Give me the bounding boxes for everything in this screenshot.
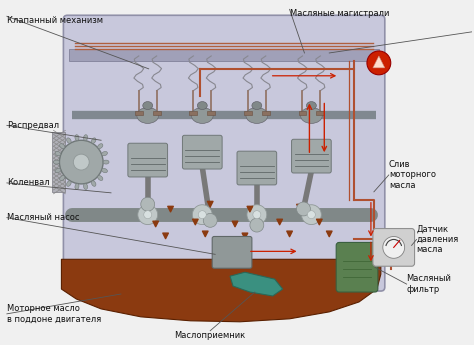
Circle shape <box>250 218 264 232</box>
Circle shape <box>367 51 391 75</box>
FancyArrowPatch shape <box>287 231 292 237</box>
Ellipse shape <box>102 168 108 173</box>
FancyBboxPatch shape <box>64 15 385 291</box>
Ellipse shape <box>143 101 153 109</box>
Circle shape <box>297 202 310 216</box>
Circle shape <box>73 154 89 170</box>
Ellipse shape <box>66 181 71 186</box>
Text: Клапанный механизм: Клапанный механизм <box>7 16 103 25</box>
Circle shape <box>198 211 206 219</box>
Ellipse shape <box>55 151 61 156</box>
FancyArrowPatch shape <box>327 231 332 237</box>
FancyArrowPatch shape <box>317 219 322 225</box>
FancyArrowPatch shape <box>297 204 302 210</box>
Circle shape <box>301 205 321 225</box>
Ellipse shape <box>75 184 79 189</box>
Text: Датчик
давления
масла: Датчик давления масла <box>417 225 459 254</box>
Ellipse shape <box>102 151 108 156</box>
FancyArrowPatch shape <box>202 231 208 237</box>
FancyArrowPatch shape <box>163 233 168 239</box>
Bar <box>244 110 252 116</box>
FancyBboxPatch shape <box>292 139 331 173</box>
Circle shape <box>141 197 155 211</box>
Ellipse shape <box>103 160 109 164</box>
Circle shape <box>59 140 103 184</box>
Ellipse shape <box>66 138 71 144</box>
Circle shape <box>383 236 405 258</box>
Ellipse shape <box>137 108 159 124</box>
Text: Масляные магистрали: Масляные магистрали <box>290 9 389 18</box>
Circle shape <box>192 205 212 225</box>
Bar <box>135 110 143 116</box>
Circle shape <box>253 211 261 219</box>
Text: Моторное масло
в поддоне двигателя: Моторное масло в поддоне двигателя <box>7 304 101 324</box>
Bar <box>262 110 270 116</box>
Ellipse shape <box>60 144 65 149</box>
FancyArrowPatch shape <box>242 233 248 239</box>
Polygon shape <box>230 272 283 296</box>
Bar <box>53 132 65 192</box>
Ellipse shape <box>60 176 65 180</box>
Ellipse shape <box>252 101 262 109</box>
Text: Коленвал: Коленвал <box>7 178 49 187</box>
Ellipse shape <box>301 108 322 124</box>
FancyBboxPatch shape <box>128 143 168 177</box>
Polygon shape <box>62 259 381 322</box>
FancyArrowPatch shape <box>277 219 283 225</box>
FancyBboxPatch shape <box>69 49 379 61</box>
Text: Маслоприемник: Маслоприемник <box>174 331 246 340</box>
FancyBboxPatch shape <box>336 243 378 292</box>
FancyBboxPatch shape <box>212 236 252 268</box>
Ellipse shape <box>55 168 61 173</box>
Ellipse shape <box>306 101 316 109</box>
FancyArrowPatch shape <box>208 201 213 207</box>
Circle shape <box>203 214 217 227</box>
Circle shape <box>308 211 315 219</box>
FancyArrowPatch shape <box>153 221 158 227</box>
Ellipse shape <box>91 138 96 144</box>
Bar <box>299 110 306 116</box>
Circle shape <box>247 205 267 225</box>
FancyBboxPatch shape <box>182 135 222 169</box>
FancyArrowPatch shape <box>192 219 198 225</box>
Bar <box>207 110 215 116</box>
FancyBboxPatch shape <box>237 151 277 185</box>
FancyArrowPatch shape <box>168 206 173 212</box>
Ellipse shape <box>98 176 103 180</box>
Ellipse shape <box>83 184 88 189</box>
Ellipse shape <box>83 135 88 141</box>
Bar <box>316 110 324 116</box>
FancyArrowPatch shape <box>247 206 253 212</box>
Bar <box>153 110 161 116</box>
Ellipse shape <box>91 181 96 186</box>
Text: Слив
моторного
масла: Слив моторного масла <box>389 160 436 190</box>
Ellipse shape <box>246 108 268 124</box>
Text: Распредвал: Распредвал <box>7 121 59 130</box>
Circle shape <box>144 211 152 219</box>
Ellipse shape <box>98 144 103 149</box>
Ellipse shape <box>191 108 213 124</box>
Polygon shape <box>373 56 385 68</box>
Ellipse shape <box>197 101 207 109</box>
Ellipse shape <box>54 160 59 164</box>
FancyBboxPatch shape <box>373 228 415 266</box>
FancyArrowPatch shape <box>232 221 238 227</box>
Circle shape <box>138 205 158 225</box>
Text: Масляный насос: Масляный насос <box>7 213 79 222</box>
Ellipse shape <box>75 135 79 141</box>
Text: Масляный
фильтр: Масляный фильтр <box>407 274 452 294</box>
Bar <box>190 110 197 116</box>
